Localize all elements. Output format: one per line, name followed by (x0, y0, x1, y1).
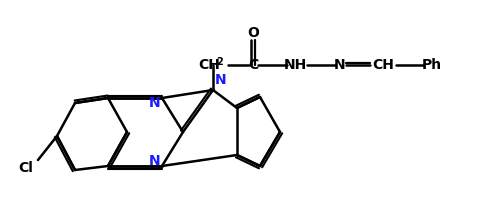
Text: Ph: Ph (422, 58, 442, 72)
Text: CH: CH (198, 58, 220, 72)
Text: C: C (248, 58, 258, 72)
Text: N: N (215, 73, 227, 87)
Text: N: N (148, 96, 160, 110)
Text: Cl: Cl (19, 161, 33, 175)
Text: O: O (247, 26, 259, 40)
Text: 2: 2 (217, 57, 223, 67)
Text: N: N (334, 58, 346, 72)
Text: CH: CH (372, 58, 394, 72)
Text: N: N (148, 154, 160, 168)
Text: NH: NH (283, 58, 306, 72)
